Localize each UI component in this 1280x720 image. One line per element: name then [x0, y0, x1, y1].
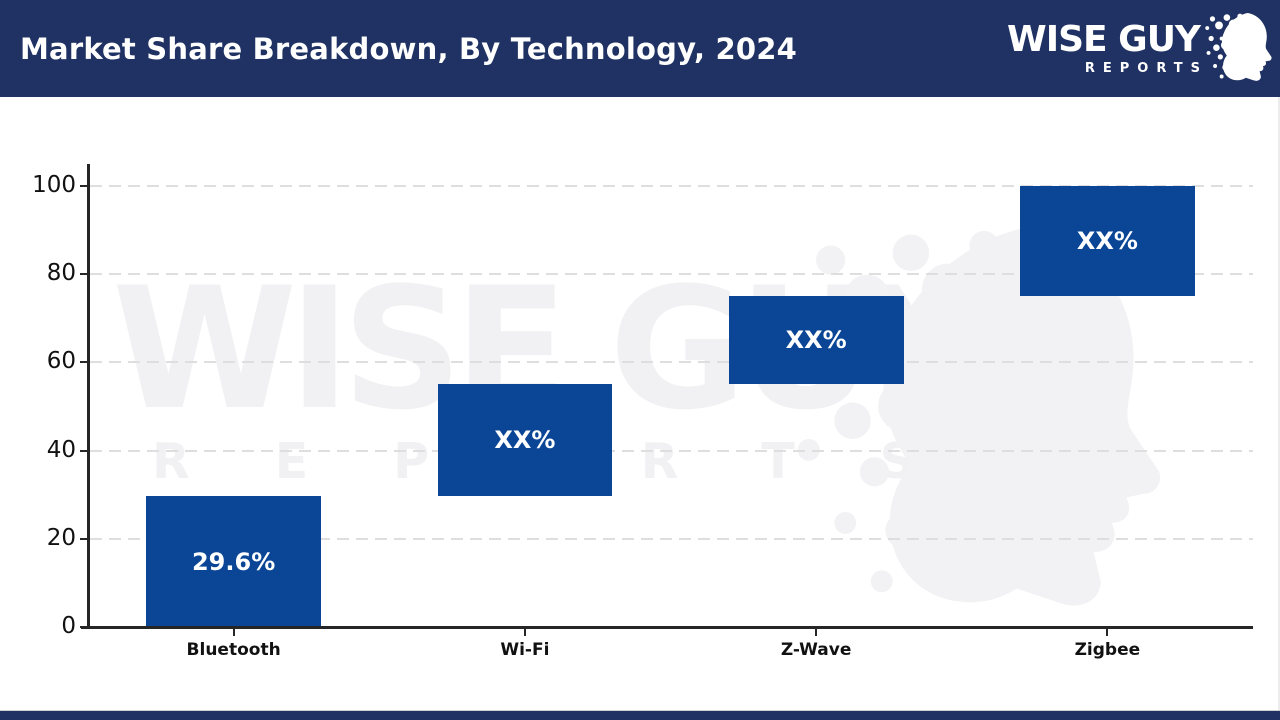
y-tick-mark: [80, 185, 88, 187]
x-tick-mark: [815, 629, 818, 636]
chart-title: Market Share Breakdown, By Technology, 2…: [20, 31, 798, 66]
y-tick-mark: [80, 537, 88, 540]
y-tick-label: 40: [46, 436, 76, 463]
y-tick-mark: [80, 273, 88, 276]
bar-bluetooth: [146, 496, 321, 627]
brand-logo: WISE GUY REPORTS: [1007, 9, 1274, 89]
y-tick-mark: [80, 449, 88, 452]
x-category-label: Wi-Fi: [500, 640, 550, 660]
wise-guy-face-icon: [1205, 12, 1272, 81]
gridline-y40: [90, 449, 1253, 452]
y-tick-label: 20: [46, 524, 76, 551]
bar-value-label: XX%: [1076, 227, 1138, 256]
brand-subtitle: REPORTS: [1084, 60, 1208, 76]
footer-band: [0, 710, 1280, 720]
gridline-y20: [90, 537, 1253, 540]
x-category-label: Bluetooth: [186, 640, 281, 660]
gridline-y80: [90, 273, 1253, 276]
y-tick-label: 100: [32, 172, 76, 198]
y-tick-mark: [80, 361, 88, 364]
bar-value-label: XX%: [494, 426, 556, 454]
y-tick-label: 60: [46, 348, 76, 375]
gridline-y100: [90, 185, 1253, 187]
bar-z-wave: [728, 296, 904, 384]
bar-value-label: 29.6%: [191, 547, 276, 576]
x-category-label: Z-Wave: [780, 640, 852, 660]
x-tick-mark: [523, 629, 526, 636]
bar-wi-fi: [437, 383, 613, 497]
y-tick-label: 80: [46, 260, 76, 287]
brand-name: WISE GUY: [1006, 18, 1201, 60]
brand-logo-text: WISE GUY REPORTS: [1006, 18, 1201, 76]
bar-zigbee: [1020, 186, 1195, 297]
y-tick-label: 0: [61, 613, 76, 639]
x-axis-line: [81, 626, 1253, 629]
header-band: Market Share Breakdown, By Technology, 2…: [0, 0, 1280, 97]
x-tick-mark: [1106, 629, 1109, 636]
y-axis-line: [87, 164, 90, 628]
x-tick-mark: [232, 629, 235, 636]
gridline-y60: [90, 361, 1253, 364]
x-category-label: Zigbee: [1074, 640, 1141, 660]
bar-value-label: XX%: [785, 325, 847, 354]
